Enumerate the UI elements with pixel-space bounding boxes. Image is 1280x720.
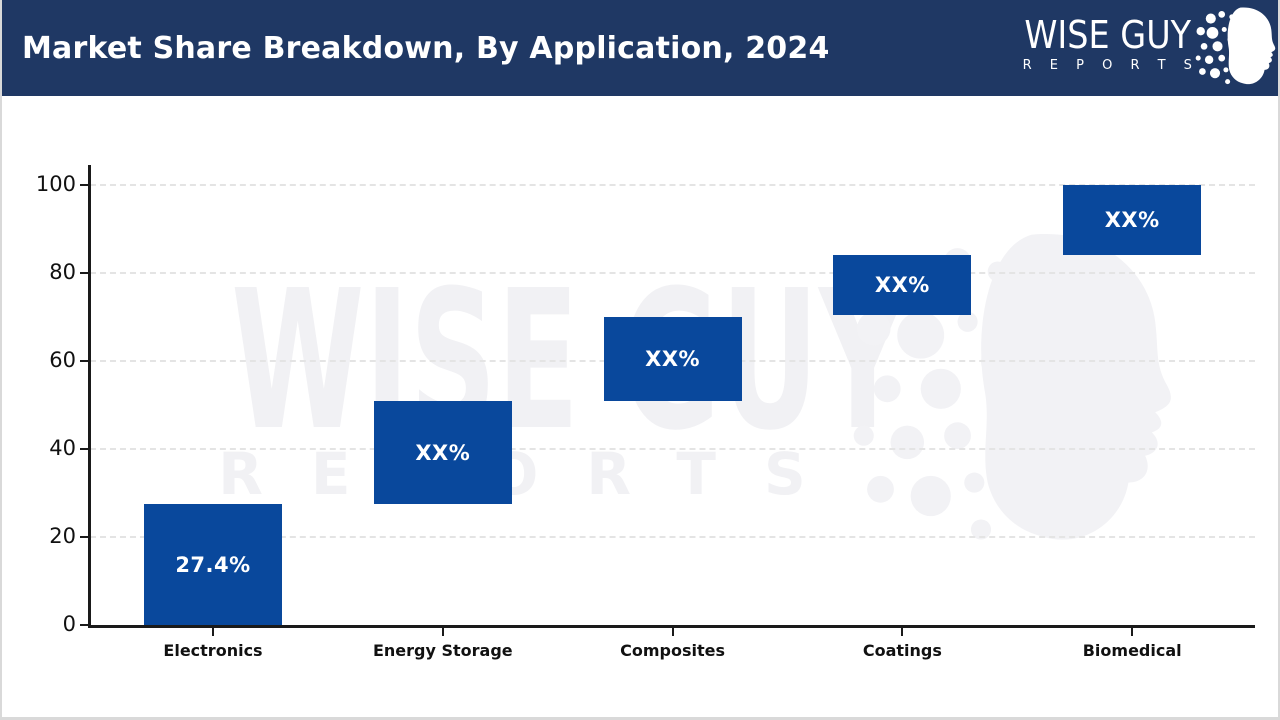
gridline-20 — [90, 536, 1255, 538]
bar-value-label: 27.4% — [175, 552, 251, 577]
bar-electronics: 27.4% — [144, 504, 282, 625]
bar-value-label: XX% — [1104, 208, 1160, 233]
y-tick-label: 40 — [49, 436, 76, 460]
y-tick-mark — [80, 624, 90, 626]
y-tick-mark — [80, 184, 90, 186]
y-tick-label: 60 — [49, 348, 76, 372]
x-tick-mark — [1131, 628, 1134, 636]
logo-reports-label: R E P O R T S — [1022, 58, 1199, 73]
wise-guy-reports-logo: WISE GUY R E P O R T S — [1023, 2, 1276, 94]
y-tick-mark — [80, 272, 90, 274]
y-axis-line — [88, 165, 91, 628]
x-tick-mark — [441, 628, 444, 636]
x-axis-line — [88, 625, 1255, 628]
x-category-label: Electronics — [163, 641, 263, 660]
bar-composites: XX% — [603, 317, 742, 401]
page-title: Market Share Breakdown, By Application, … — [22, 30, 830, 66]
bar-value-label: XX% — [415, 440, 471, 465]
logo-head-profile-icon — [1195, 7, 1276, 85]
bar-value-label: XX% — [645, 346, 701, 371]
x-category-label: Composites — [620, 641, 726, 660]
y-tick-mark — [80, 448, 90, 450]
y-tick-mark — [80, 536, 90, 538]
x-category-label: Energy Storage — [372, 641, 513, 660]
bar-biomedical: XX% — [1063, 185, 1202, 256]
y-tick-label: 100 — [35, 172, 76, 196]
gridline-100 — [90, 184, 1255, 186]
y-tick-label: 20 — [49, 524, 76, 548]
x-category-label: Biomedical — [1082, 641, 1182, 660]
y-tick-mark — [80, 360, 90, 362]
bar-coatings: XX% — [833, 255, 972, 315]
x-tick-mark — [901, 628, 904, 636]
x-tick-mark — [671, 628, 674, 636]
bar-value-label: XX% — [874, 273, 930, 298]
x-category-label: Coatings — [862, 641, 942, 660]
header-bar: Market Share Breakdown, By Application, … — [2, 0, 1278, 96]
y-tick-label: 80 — [49, 260, 76, 284]
x-tick-mark — [212, 628, 214, 636]
bar-energy-storage: XX% — [373, 400, 512, 505]
logo-wiseguy-label: WISE GUY — [1023, 13, 1191, 57]
y-tick-label: 0 — [62, 612, 76, 636]
gridline-40 — [90, 448, 1255, 450]
gridline-80 — [90, 272, 1255, 274]
logo-text: WISE GUY R E P O R T S — [1013, 16, 1202, 73]
